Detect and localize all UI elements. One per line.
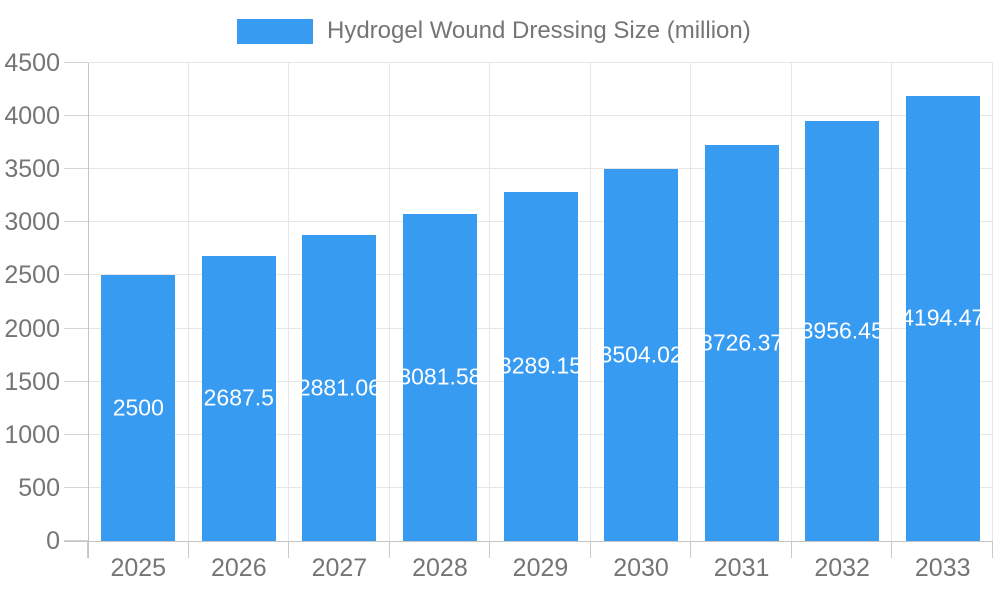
y-axis-line [88, 63, 89, 558]
y-axis-tick [64, 327, 88, 329]
x-axis-label: 2033 [914, 554, 971, 582]
y-axis-label: 4500 [4, 49, 60, 77]
x-axis-tick [87, 541, 88, 558]
x-axis-tick [891, 541, 893, 558]
bar[interactable]: 2881.06 [302, 235, 377, 541]
y-axis-label: 4000 [4, 102, 60, 131]
bar-value-label: 3081.58 [402, 363, 477, 390]
x-axis-label: 2031 [713, 554, 770, 582]
x-axis-label: 2029 [512, 554, 569, 582]
bar-value-label: 3289.15 [503, 352, 578, 379]
v-gridline [790, 63, 792, 541]
y-axis-label: 1500 [4, 367, 60, 396]
x-axis-tick [589, 541, 591, 558]
y-axis-label: 3000 [4, 208, 60, 237]
x-axis-tick [489, 541, 491, 558]
x-axis-label: 2030 [613, 554, 669, 582]
y-axis-tick [64, 486, 88, 488]
x-axis-tick [388, 541, 390, 558]
bar-value-label: 3956.45 [805, 317, 880, 344]
y-axis-tick [64, 115, 88, 117]
x-axis-tick [288, 541, 290, 558]
v-gridline [489, 63, 491, 541]
bar-value-label: 4194.47 [905, 304, 980, 331]
h-gridline [88, 168, 993, 170]
y-axis-tick [64, 540, 88, 541]
v-gridline [690, 63, 692, 541]
x-axis-tick [187, 541, 189, 558]
v-gridline [891, 63, 893, 541]
x-axis-label: 2025 [110, 554, 167, 582]
y-axis-tick [64, 62, 88, 63]
y-axis-tick [64, 221, 88, 223]
v-gridline [589, 63, 591, 541]
bar-value-label: 2687.5 [203, 384, 274, 411]
legend-swatch [237, 18, 313, 44]
bar[interactable]: 3726.37 [704, 145, 779, 541]
y-axis-label: 2500 [4, 261, 60, 290]
y-axis-tick [64, 380, 88, 382]
bar[interactable]: 3956.45 [805, 120, 880, 541]
y-axis-label: 2000 [4, 314, 60, 343]
bar[interactable]: 4194.47 [905, 95, 980, 541]
x-axis-tick [690, 541, 692, 558]
x-axis-label: 2027 [311, 554, 368, 582]
bar[interactable]: 3289.15 [503, 191, 578, 541]
x-axis-label: 2026 [211, 554, 267, 582]
bar[interactable]: 3504.02 [604, 168, 679, 541]
legend[interactable]: Hydrogel Wound Dressing Size (million) [237, 18, 751, 44]
y-axis-label: 0 [46, 527, 60, 555]
h-gridline [88, 62, 993, 63]
y-axis-label: 3500 [4, 155, 60, 184]
bar[interactable]: 2500 [101, 275, 176, 541]
v-gridline [388, 63, 390, 541]
y-axis-tick [64, 168, 88, 170]
x-axis-tick [992, 541, 993, 558]
v-gridline [288, 63, 290, 541]
bar-value-label: 2500 [112, 394, 164, 421]
v-gridline [992, 63, 993, 541]
y-axis-label: 1000 [4, 420, 60, 449]
x-axis-label: 2032 [814, 554, 870, 582]
x-axis-tick [790, 541, 792, 558]
bar[interactable]: 2687.5 [201, 255, 276, 541]
y-axis-tick [64, 274, 88, 276]
x-axis-label: 2028 [412, 554, 468, 582]
h-gridline [88, 115, 993, 117]
y-axis-label: 500 [18, 473, 60, 502]
v-gridline [187, 63, 189, 541]
x-axis-line [64, 541, 993, 542]
legend-label: Hydrogel Wound Dressing Size (million) [327, 17, 751, 44]
bar-value-label: 3726.37 [704, 329, 779, 356]
bar-value-label: 2881.06 [302, 374, 377, 401]
y-axis-tick [64, 433, 88, 435]
bar[interactable]: 3081.58 [402, 213, 477, 541]
bar-value-label: 3504.02 [604, 341, 679, 368]
